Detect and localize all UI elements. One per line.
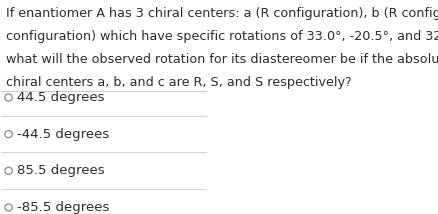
Text: what will the observed rotation for its diastereomer be if the absolute configur: what will the observed rotation for its … bbox=[6, 53, 438, 66]
Text: configuration) which have specific rotations of 33.0°, -20.5°, and 32.0°, respec: configuration) which have specific rotat… bbox=[6, 30, 438, 43]
Text: -85.5 degrees: -85.5 degrees bbox=[18, 201, 109, 214]
Text: 44.5 degrees: 44.5 degrees bbox=[18, 91, 105, 104]
Text: chiral centers a, b, and c are R, S, and S respectively?: chiral centers a, b, and c are R, S, and… bbox=[6, 76, 350, 89]
Text: -44.5 degrees: -44.5 degrees bbox=[18, 128, 109, 141]
Text: 85.5 degrees: 85.5 degrees bbox=[18, 164, 105, 177]
Text: If enantiomer A has 3 chiral centers: a (R configuration), b (R configuration), : If enantiomer A has 3 chiral centers: a … bbox=[6, 7, 438, 20]
